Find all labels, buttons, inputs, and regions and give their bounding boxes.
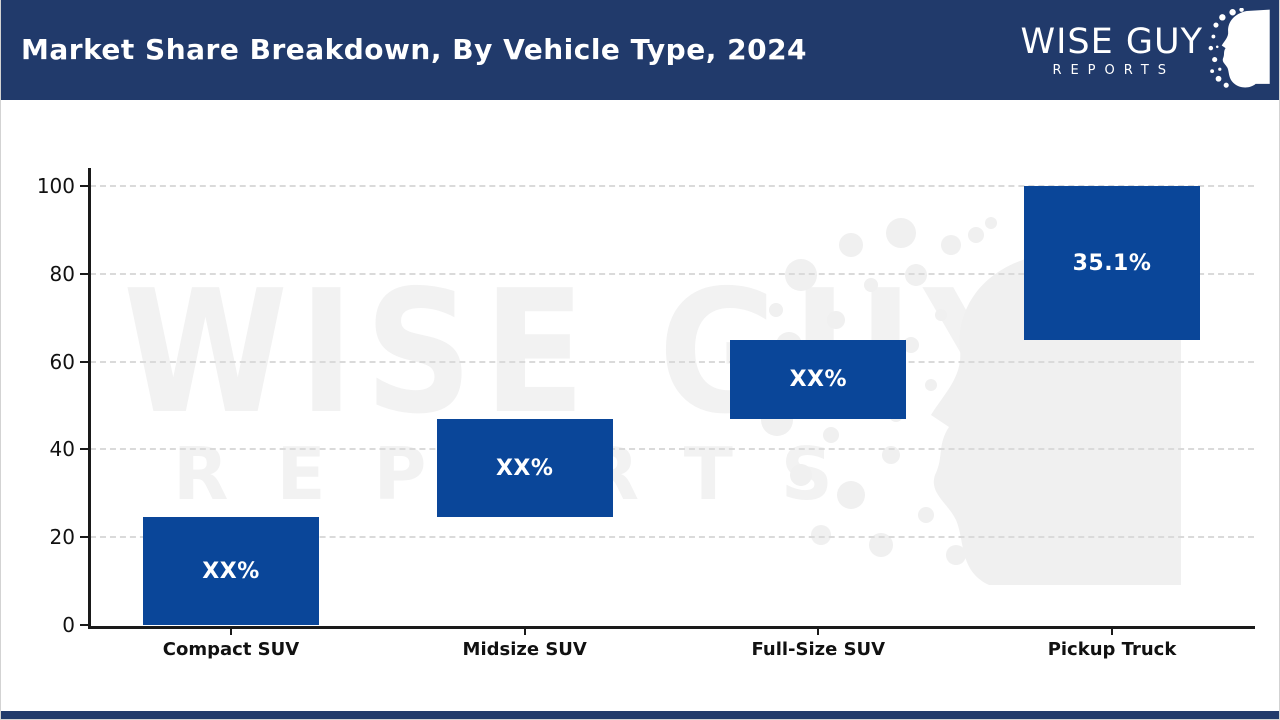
gridline-100 — [90, 185, 1254, 187]
logo-subtitle: REPORTS — [1052, 62, 1176, 78]
logo-face-icon — [1208, 8, 1270, 88]
x-tick-mark-full-size-suv — [817, 628, 820, 635]
y-tick-mark-60 — [80, 360, 89, 363]
y-tick-label-60: 60 — [49, 349, 75, 374]
x-tick-mark-compact-suv — [230, 628, 232, 635]
y-tick-label-100: 100 — [36, 174, 75, 198]
y-tick-mark-100 — [80, 185, 89, 187]
y-tick-label-40: 40 — [49, 437, 75, 462]
x-category-label-pickup-truck: Pickup Truck — [1047, 639, 1177, 660]
y-tick-mark-20 — [80, 536, 89, 539]
y-tick-mark-80 — [80, 272, 89, 275]
x-axis-line — [88, 626, 1255, 629]
y-tick-mark-40 — [80, 448, 89, 451]
logo-wordmark: WISE GUY — [1020, 21, 1203, 62]
wiseguy-logo: WISE GUY REPORTS — [1020, 0, 1271, 100]
bar-value-label-midsize-suv: XX% — [495, 455, 554, 481]
x-category-label-compact-suv: Compact SUV — [162, 639, 300, 660]
chart-title: Market Share Breakdown, By Vehicle Type,… — [21, 33, 808, 66]
x-category-label-midsize-suv: Midsize SUV — [462, 639, 587, 660]
y-tick-label-0: 0 — [62, 613, 75, 637]
gridline-80 — [90, 272, 1254, 275]
bar-pickup-truck: 35.1% — [1024, 186, 1200, 341]
x-tick-mark-pickup-truck — [1111, 628, 1113, 635]
y-tick-mark-0 — [80, 624, 89, 626]
header: Market Share Breakdown, By Vehicle Type,… — [1, 0, 1279, 100]
y-axis-line — [88, 168, 91, 629]
gridline-20 — [90, 536, 1254, 539]
logo-text: WISE GUY REPORTS — [1020, 23, 1203, 78]
y-tick-label-80: 80 — [49, 261, 75, 286]
footer-bar — [1, 711, 1279, 719]
x-category-label-full-size-suv: Full-Size SUV — [751, 639, 886, 660]
x-tick-mark-midsize-suv — [523, 628, 526, 635]
bar-value-label-full-size-suv: XX% — [789, 367, 848, 393]
gridline-60 — [90, 360, 1254, 363]
bar-compact-suv: XX% — [143, 517, 319, 625]
bar-value-label-compact-suv: XX% — [202, 558, 260, 584]
y-tick-label-20: 20 — [49, 525, 75, 550]
bar-full-size-suv: XX% — [730, 340, 907, 420]
bar-value-label-pickup-truck: 35.1% — [1072, 250, 1152, 276]
bar-midsize-suv: XX% — [436, 419, 613, 518]
gridline-40 — [90, 448, 1254, 451]
